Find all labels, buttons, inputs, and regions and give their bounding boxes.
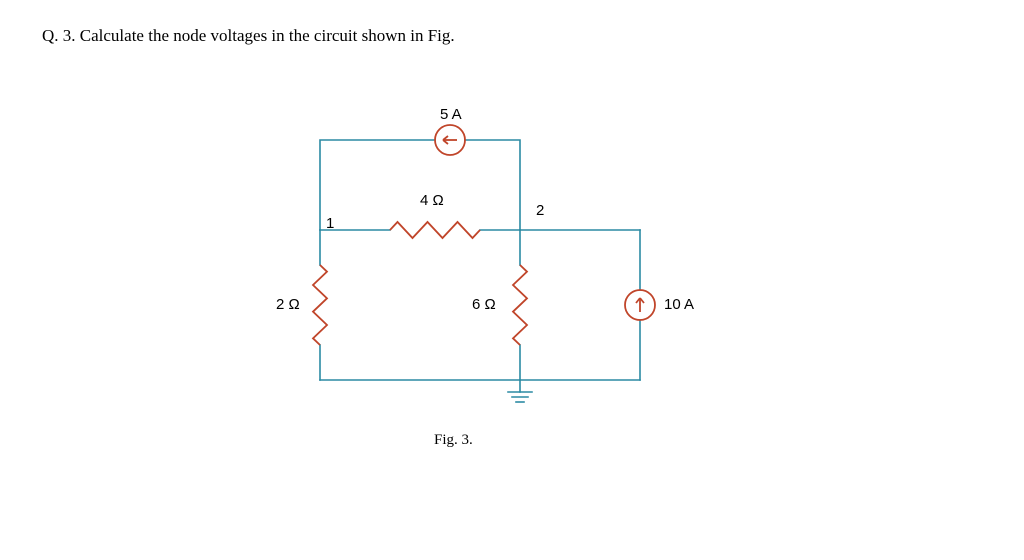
circuit-diagram: 5 A 4 Ω 1 2 2 Ω 6 Ω 10 A Fig. 3.: [280, 100, 760, 480]
figure-caption: Fig. 3.: [434, 432, 473, 449]
label-node2: 2: [536, 202, 544, 219]
label-5a: 5 A: [440, 106, 462, 123]
label-10a: 10 A: [664, 296, 694, 313]
circuit-svg: [280, 100, 760, 440]
label-6ohm: 6 Ω: [472, 296, 496, 313]
question-text: Q. 3. Calculate the node voltages in the…: [42, 26, 455, 46]
label-node1: 1: [326, 215, 334, 232]
label-4ohm: 4 Ω: [420, 192, 444, 209]
label-2ohm: 2 Ω: [276, 296, 300, 313]
